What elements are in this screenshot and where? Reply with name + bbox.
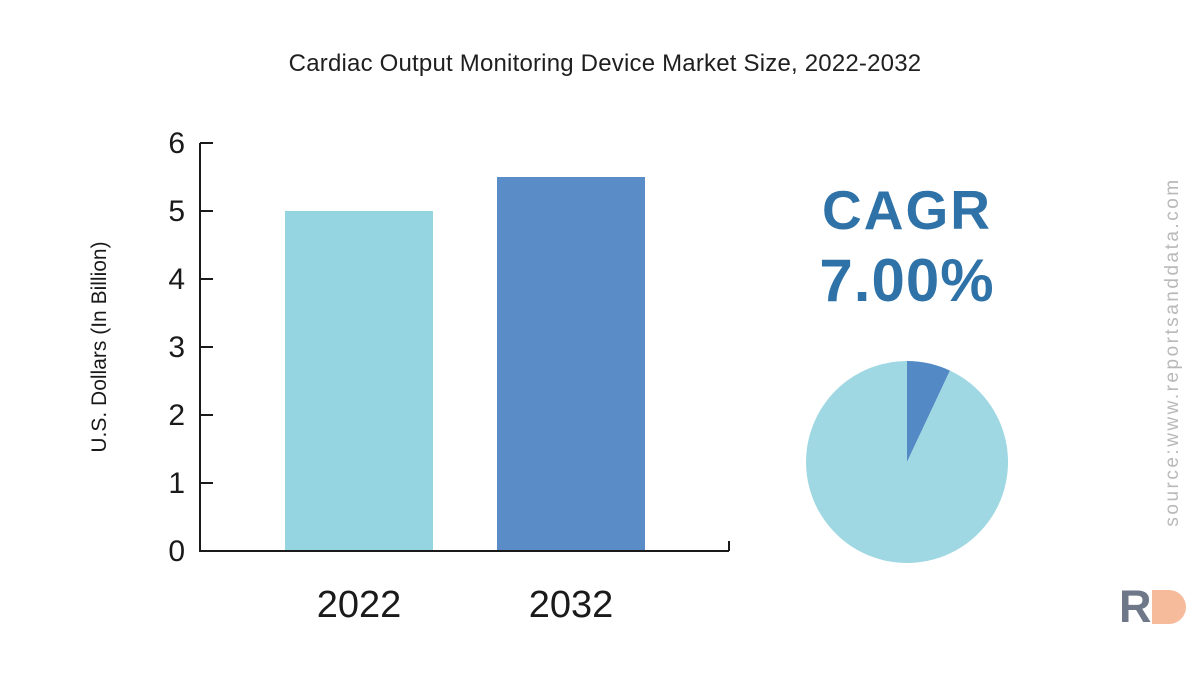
y-tick-label: 1 [168, 467, 185, 500]
pie-slice-remainder [806, 361, 1009, 563]
y-tick-label: 5 [168, 195, 185, 228]
cagr-value: 7.00% [819, 247, 995, 314]
x-tick-label: 2032 [529, 584, 614, 626]
logo-letter-r: R [1119, 581, 1151, 632]
logo-d-icon [1151, 590, 1186, 624]
cagr-block: CAGR 7.00% [793, 182, 1021, 312]
x-tick-label: 2022 [317, 584, 402, 626]
y-tick-label: 0 [168, 535, 185, 568]
y-tick-label: 2 [168, 399, 185, 432]
cagr-label: CAGR [822, 179, 992, 241]
y-tick-label: 3 [168, 331, 185, 364]
y-axis-title: U.S. Dollars (In Billion) [88, 241, 111, 452]
y-tick-label: 4 [168, 263, 185, 296]
source-note: source:www.reportsanddata.com [1162, 177, 1183, 527]
y-tick-label: 6 [168, 127, 185, 160]
brand-logo: R [1119, 581, 1192, 632]
bar-2022 [285, 211, 433, 551]
bar-2032 [497, 177, 645, 551]
logo-d-shape [1151, 590, 1186, 624]
chart-title: Cardiac Output Monitoring Device Market … [288, 50, 922, 77]
pie-slice-cagr [907, 361, 950, 462]
axis-lines [199, 143, 729, 552]
